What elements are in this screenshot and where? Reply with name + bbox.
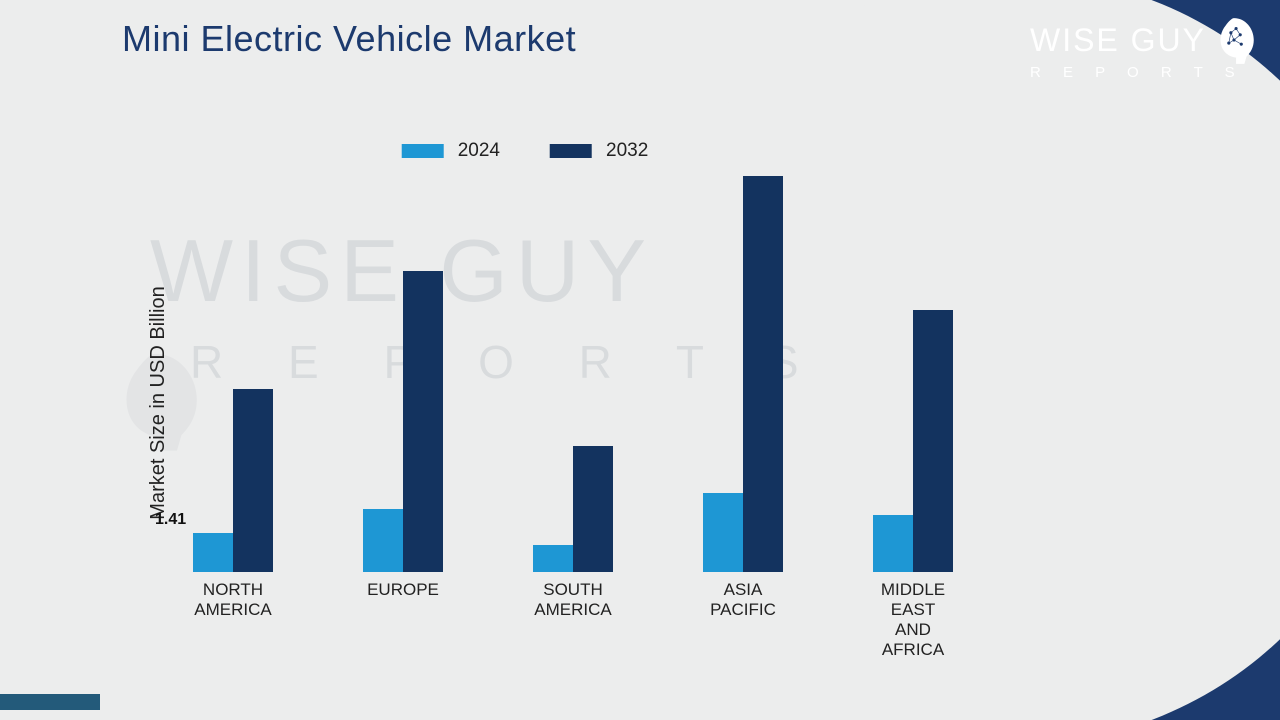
- bar-2024: [193, 533, 233, 572]
- page-title: Mini Electric Vehicle Market: [122, 18, 576, 60]
- bar-group: SOUTHAMERICA: [533, 162, 613, 572]
- category-label: SOUTHAMERICA: [508, 580, 638, 620]
- legend-item-2032: 2032: [550, 140, 648, 162]
- bar-2024: [533, 545, 573, 572]
- legend-item-2024: 2024: [402, 140, 500, 162]
- logo-line2: R E P O R T S: [1030, 64, 1260, 81]
- category-label: EUROPE: [338, 580, 468, 600]
- legend-swatch-2024: [402, 144, 444, 158]
- bar-group: EUROPE: [363, 162, 443, 572]
- legend-swatch-2032: [550, 144, 592, 158]
- logo-head-icon: [1208, 14, 1260, 66]
- legend-label: 2024: [458, 140, 500, 162]
- bar-2032: [913, 310, 953, 572]
- bar-value-label: 1.41: [155, 511, 186, 529]
- category-label: NORTHAMERICA: [168, 580, 298, 620]
- bar-group: ASIAPACIFIC: [703, 162, 783, 572]
- bar-group: NORTHAMERICA1.41: [193, 162, 273, 572]
- bar-2024: [873, 515, 913, 572]
- brand-logo: WISE GUY: [1030, 14, 1260, 81]
- bar-2032: [573, 446, 613, 572]
- category-label: MIDDLEEASTANDAFRICA: [848, 580, 978, 660]
- bar-2024: [363, 509, 403, 572]
- bar-group: MIDDLEEASTANDAFRICA: [873, 162, 953, 572]
- bar-2032: [403, 271, 443, 572]
- plot-area: NORTHAMERICA1.41 EUROPE SOUTHAMERICA ASIAPA…: [135, 162, 970, 572]
- bottom-accent-bar: [0, 694, 100, 710]
- logo-line1: WISE GUY: [1030, 22, 1206, 59]
- chart-canvas: WISE GUY: [0, 0, 1280, 720]
- category-label: ASIAPACIFIC: [678, 580, 808, 620]
- legend-label: 2032: [606, 140, 648, 162]
- bar-2032: [233, 389, 273, 572]
- bar-2024: [703, 493, 743, 572]
- bar-2032: [743, 176, 783, 572]
- legend: 2024 2032: [402, 140, 649, 162]
- bar-chart: 2024 2032 Market Size in USD Billion NOR…: [80, 140, 970, 665]
